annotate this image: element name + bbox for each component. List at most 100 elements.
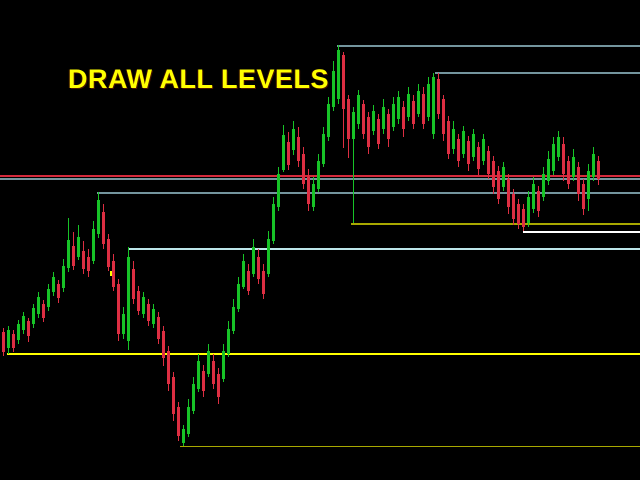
candle-body bbox=[257, 257, 260, 279]
candle-body bbox=[132, 269, 135, 299]
candle-body bbox=[562, 144, 565, 174]
candle-body bbox=[377, 119, 380, 144]
candle-body bbox=[32, 308, 35, 324]
candle-body bbox=[582, 184, 585, 209]
candle-body bbox=[47, 289, 50, 307]
level-line-cyan-level bbox=[128, 248, 640, 250]
candle-body bbox=[572, 157, 575, 177]
candle-body bbox=[267, 239, 270, 274]
candle-body bbox=[252, 247, 255, 274]
candle-body bbox=[322, 134, 325, 164]
level-line-left-swing-high bbox=[97, 192, 640, 194]
candle-body bbox=[232, 307, 235, 331]
candle-body bbox=[337, 50, 340, 99]
candle-body bbox=[177, 407, 180, 436]
candle-body bbox=[462, 131, 465, 154]
candle-body bbox=[412, 101, 415, 124]
candle-body bbox=[497, 171, 500, 199]
candle-body bbox=[407, 94, 410, 117]
candle-body bbox=[367, 117, 370, 147]
candle-body bbox=[292, 129, 295, 150]
candle-body bbox=[317, 161, 320, 189]
candle-body bbox=[477, 147, 480, 169]
candle-body bbox=[482, 139, 485, 161]
candle-body bbox=[472, 134, 475, 157]
candle-body bbox=[242, 261, 245, 287]
candle-body bbox=[312, 184, 315, 207]
candle-body bbox=[222, 351, 225, 379]
candle-body bbox=[82, 251, 85, 269]
level-line-olive-spike-low bbox=[351, 223, 640, 225]
candle-body bbox=[167, 351, 170, 384]
candle-body bbox=[402, 107, 405, 129]
candle-body bbox=[457, 139, 460, 161]
candle-body bbox=[542, 174, 545, 197]
candle-body bbox=[512, 194, 515, 219]
candle-body bbox=[447, 121, 450, 154]
candle-body bbox=[492, 161, 495, 187]
chart-annotation: DRAW ALL LEVELS bbox=[68, 64, 330, 94]
candle-body bbox=[237, 284, 240, 309]
candle-body bbox=[532, 184, 535, 209]
candle-body bbox=[382, 107, 385, 129]
candle-wick bbox=[353, 107, 354, 223]
candle-body bbox=[302, 154, 305, 184]
candle-body bbox=[597, 161, 600, 179]
candle-body bbox=[57, 284, 60, 298]
candle-body bbox=[587, 171, 590, 199]
candle-body bbox=[112, 261, 115, 287]
candle-body bbox=[442, 99, 445, 134]
candle-body bbox=[437, 79, 440, 114]
candle-body bbox=[142, 297, 145, 314]
candle-body bbox=[77, 237, 80, 257]
candle-body bbox=[432, 77, 435, 134]
candle-body bbox=[182, 429, 185, 443]
candle-body bbox=[417, 91, 420, 114]
level-line-swing-high-second bbox=[435, 72, 640, 74]
candle-body bbox=[502, 167, 505, 187]
candle-body bbox=[372, 111, 375, 131]
candle-body bbox=[212, 361, 215, 384]
candle-body bbox=[127, 257, 130, 341]
candle-body bbox=[7, 330, 10, 348]
candle-body bbox=[72, 246, 75, 266]
candle-body bbox=[362, 104, 365, 134]
candle-body bbox=[387, 114, 390, 139]
candle-body bbox=[12, 334, 15, 348]
candle-body bbox=[227, 329, 230, 354]
candle-body bbox=[207, 351, 210, 374]
candle-body bbox=[332, 71, 335, 107]
candle-body bbox=[297, 137, 300, 161]
candle-body bbox=[487, 151, 490, 174]
candle-body bbox=[517, 204, 520, 224]
candle-body bbox=[117, 284, 120, 334]
candle-body bbox=[122, 314, 125, 334]
candle-body bbox=[17, 324, 20, 340]
candle-body bbox=[352, 112, 355, 139]
candle-body bbox=[27, 321, 30, 336]
level-line-white-swing-low bbox=[523, 231, 640, 233]
candle-body bbox=[67, 240, 70, 268]
candle-body bbox=[87, 257, 90, 271]
candle-body bbox=[282, 135, 285, 170]
candle-body bbox=[262, 271, 265, 294]
candle-body bbox=[547, 159, 550, 181]
candle-body bbox=[172, 377, 175, 414]
candle-body bbox=[37, 297, 40, 314]
candle-body bbox=[52, 277, 55, 292]
level-line-swing-high-top bbox=[337, 45, 640, 47]
candle-body bbox=[162, 331, 165, 358]
candle-body bbox=[347, 99, 350, 139]
level-line-red-resistance bbox=[0, 175, 640, 177]
candle-body bbox=[452, 129, 455, 149]
candle-body bbox=[522, 209, 525, 227]
candle-body bbox=[557, 137, 560, 157]
candle-body bbox=[272, 204, 275, 241]
candle-body bbox=[422, 94, 425, 124]
candle-body bbox=[62, 266, 65, 288]
candle-body bbox=[392, 104, 395, 127]
candle-body bbox=[567, 161, 570, 184]
candle-body bbox=[287, 142, 290, 165]
